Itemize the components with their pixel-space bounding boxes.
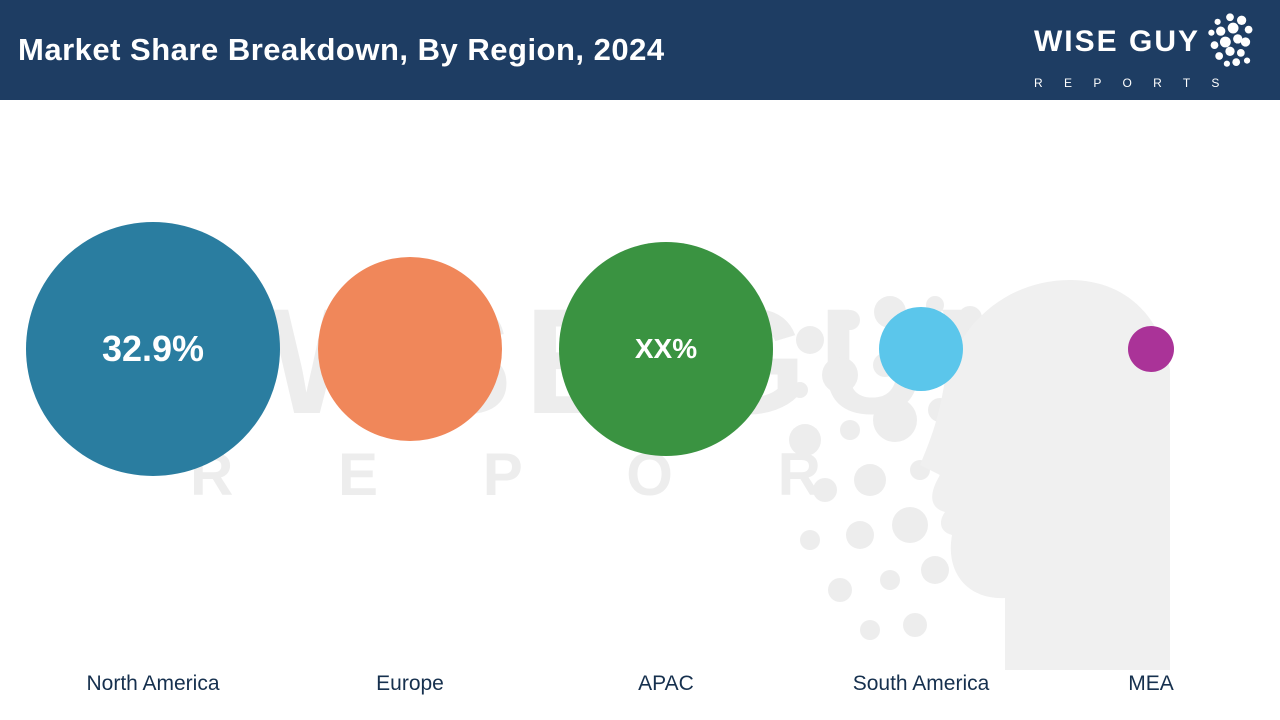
page-title: Market Share Breakdown, By Region, 2024 [18, 32, 665, 67]
region-label-europe: Europe [376, 672, 444, 695]
bubble-mea [1128, 326, 1174, 372]
logo-text: WISE GUY [1033, 24, 1200, 58]
watermark-head-icon [789, 280, 1170, 670]
region-label-north-america: North America [86, 672, 220, 695]
bubble-value-north-america: 32.9% [101, 328, 205, 369]
logo-subtitle: R E P O R T S [1033, 75, 1229, 90]
logo-top-row: WISE GUY [1034, 11, 1254, 73]
bubble-south-america [879, 307, 963, 391]
bubble-europe [318, 257, 502, 441]
header: Market Share Breakdown, By Region, 2024 … [0, 0, 1280, 100]
bubble-apac: XX% [559, 242, 773, 456]
bubble-chart: WISE GUY R E P O R T S 32.9% XX% [0, 100, 1280, 720]
region-label-apac: APAC [638, 672, 694, 695]
bubble-north-america: 32.9% [26, 222, 280, 476]
region-label-mea: MEA [1128, 672, 1174, 695]
bubble-value-apac: XX% [634, 333, 698, 364]
wiseguy-logo: WISE GUY R E P O R T S [1034, 11, 1254, 90]
wiseguy-head-logo-icon [1208, 12, 1253, 67]
region-label-south-america: South America [852, 672, 990, 695]
